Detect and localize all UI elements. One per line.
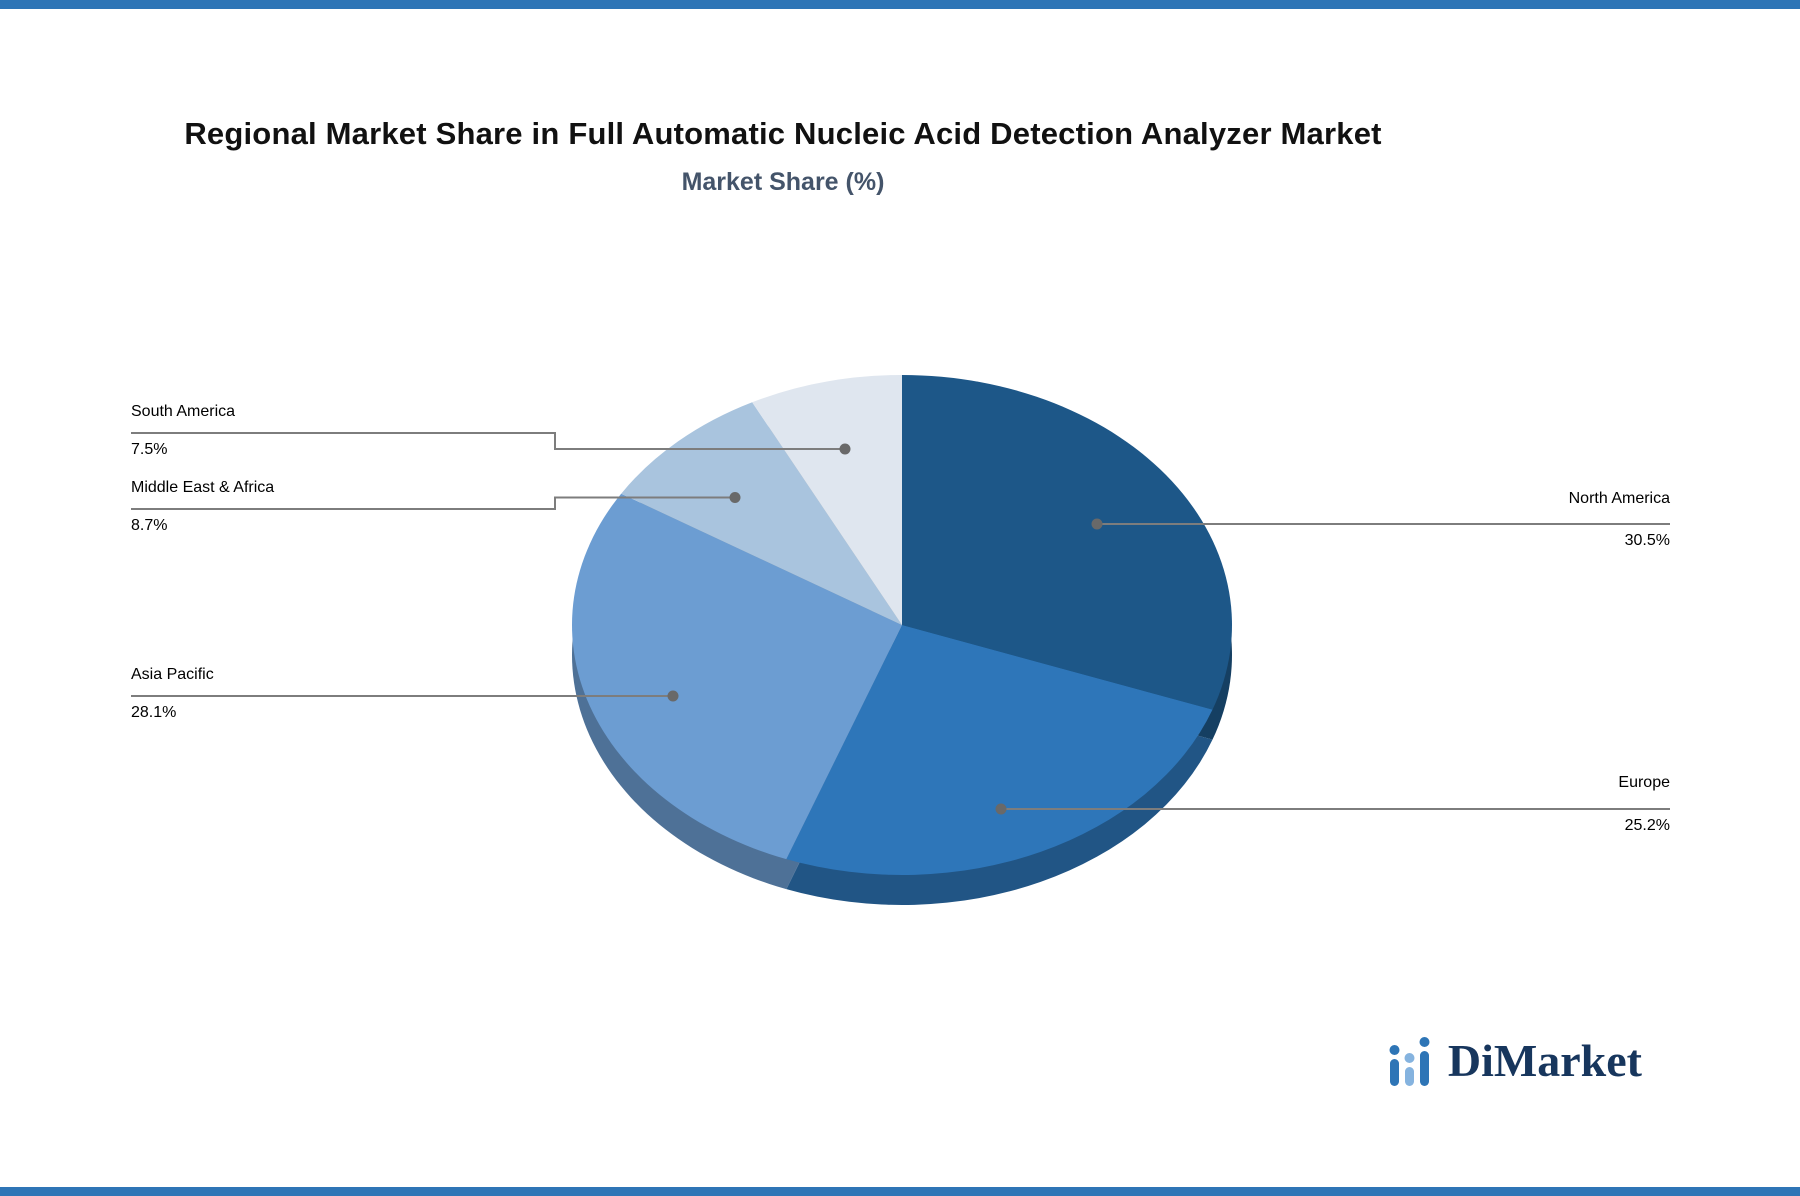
- leader-dot-4: [839, 443, 851, 455]
- logo-bar-chart-icon: [1389, 1037, 1430, 1086]
- chart-title: Regional Market Share in Full Automatic …: [184, 116, 1382, 151]
- leader-dot-0: [1091, 518, 1103, 530]
- leader-dot-1: [995, 803, 1007, 815]
- value-south-america: 7.5%: [131, 441, 168, 458]
- label-middle-east-africa: Middle East & Africa: [131, 479, 275, 496]
- top-border-bar: [0, 0, 1800, 9]
- value-asia-pacific: 28.1%: [131, 704, 177, 721]
- leader-dot-2: [667, 690, 679, 702]
- label-asia-pacific: Asia Pacific: [131, 666, 214, 683]
- label-north-america: North America: [1568, 490, 1670, 507]
- leader-line-3: [131, 496, 735, 510]
- pie-slice-asia-pacific[interactable]: [572, 493, 902, 860]
- leader-line-4: [131, 432, 845, 450]
- logo-text: DiMarket: [1447, 1035, 1642, 1086]
- value-middle-east-africa: 8.7%: [131, 517, 168, 534]
- label-south-america: South America: [131, 403, 236, 420]
- pie-slice-middle-east-africa[interactable]: [621, 402, 902, 625]
- pie-slice-south-america[interactable]: [752, 375, 902, 625]
- value-north-america: 30.5%: [1624, 532, 1670, 549]
- label-europe: Europe: [1618, 774, 1670, 791]
- brand-logo: DiMarket: [1388, 1028, 1642, 1086]
- pie-slice-north-america[interactable]: [902, 375, 1232, 710]
- chart-subtitle: Market Share (%): [681, 168, 885, 196]
- leader-dot-3: [729, 492, 741, 503]
- pie-slice-europe[interactable]: [786, 625, 1213, 875]
- value-europe: 25.2%: [1624, 817, 1670, 834]
- bottom-border-bar: [0, 1187, 1800, 1196]
